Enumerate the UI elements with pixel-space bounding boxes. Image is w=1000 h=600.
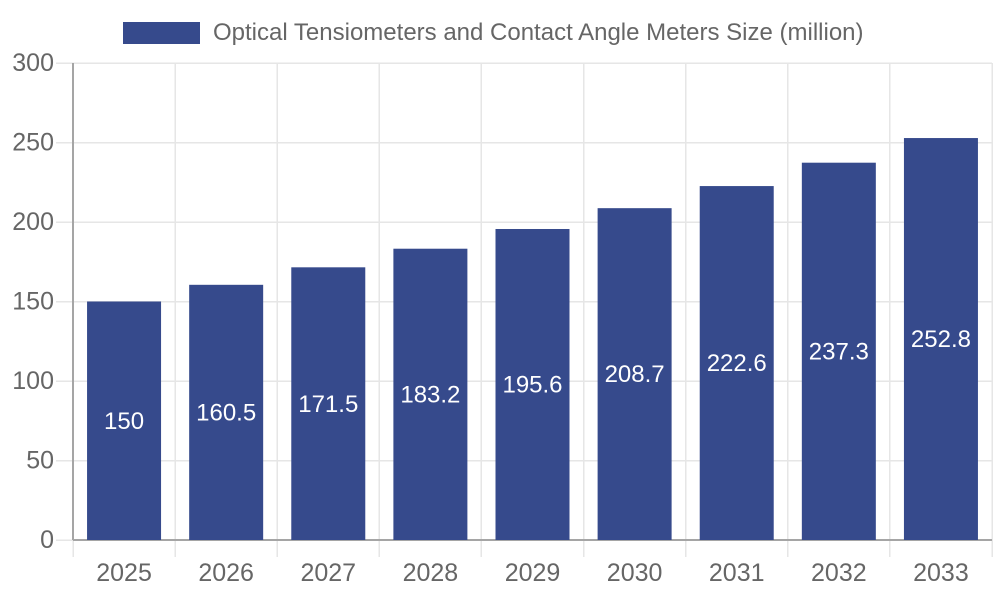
bar-value-label: 160.5 [196, 400, 256, 427]
x-axis-tick-label: 2030 [607, 559, 663, 587]
x-axis-tick-label: 2027 [300, 559, 356, 587]
x-axis-tick-label: 2025 [96, 559, 152, 587]
bar-2026[interactable] [189, 284, 264, 540]
x-axis-tick-label: 2028 [403, 559, 459, 587]
bar-2028[interactable] [393, 248, 468, 540]
x-axis-tick-label: 2029 [505, 559, 561, 587]
bar-value-label: 208.7 [605, 361, 665, 388]
y-axis-tick-label: 50 [26, 447, 54, 475]
bar-2025[interactable] [87, 301, 162, 541]
bar-2033[interactable] [903, 138, 978, 540]
bar-2031[interactable] [699, 186, 774, 541]
y-axis-tick-label: 0 [40, 526, 54, 554]
bar-2029[interactable] [495, 228, 570, 540]
y-axis-tick-label: 200 [12, 208, 54, 236]
bar-value-label: 237.3 [809, 339, 869, 366]
bar-value-label: 150 [104, 408, 144, 435]
x-axis-tick-label: 2031 [709, 559, 765, 587]
x-axis-tick-label: 2026 [198, 559, 254, 587]
y-axis-tick-label: 300 [12, 49, 54, 77]
y-axis-tick-label: 150 [12, 288, 54, 316]
x-axis-tick-label: 2032 [811, 559, 867, 587]
legend-item[interactable]: Optical Tensiometers and Contact Angle M… [123, 21, 864, 45]
y-axis-tick-label: 250 [12, 129, 54, 157]
bar-2032[interactable] [801, 162, 876, 540]
bar-value-label: 183.2 [400, 382, 460, 409]
bar-value-label: 195.6 [502, 372, 562, 399]
y-axis-tick-label: 100 [12, 367, 54, 395]
bar-2027[interactable] [291, 267, 366, 540]
bar-2030[interactable] [597, 208, 672, 541]
bar-value-label: 252.8 [911, 326, 971, 353]
legend-label: Optical Tensiometers and Contact Angle M… [213, 19, 864, 46]
x-axis-tick-label: 2033 [913, 559, 969, 587]
legend-swatch-icon [123, 22, 200, 44]
bar-value-label: 171.5 [298, 391, 358, 418]
bar-value-label: 222.6 [707, 350, 767, 377]
